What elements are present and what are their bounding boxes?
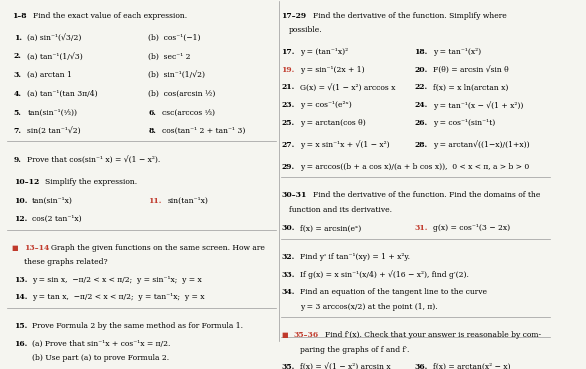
Text: (b)  cos(arcsin ½): (b) cos(arcsin ½) [148, 90, 216, 98]
Text: Simplify the expression.: Simplify the expression. [45, 178, 137, 186]
Text: these graphs related?: these graphs related? [23, 258, 107, 266]
Text: 16.: 16. [13, 340, 27, 348]
Text: y = arccos((b + a cos x)/(a + b cos x)),  0 < x < π, a > b > 0: y = arccos((b + a cos x)/(a + b cos x)),… [299, 163, 529, 171]
Text: 23.: 23. [281, 101, 295, 109]
Text: tan(sin⁻¹(⅓)): tan(sin⁻¹(⅓)) [28, 108, 77, 117]
Text: f(x) = √(1 − x²) arcsin x: f(x) = √(1 − x²) arcsin x [299, 363, 390, 369]
Text: (a) sin⁻¹(√3/2): (a) sin⁻¹(√3/2) [28, 34, 82, 42]
Text: 13–14: 13–14 [23, 244, 49, 252]
Text: 35–36: 35–36 [294, 331, 319, 339]
Text: y = tan⁻¹(x − √(1 + x²)): y = tan⁻¹(x − √(1 + x²)) [432, 101, 523, 110]
Text: Graph the given functions on the same screen. How are: Graph the given functions on the same sc… [52, 244, 265, 252]
Text: 30.: 30. [281, 224, 295, 232]
Text: 3.: 3. [13, 71, 22, 79]
Text: 14.: 14. [13, 293, 27, 301]
Text: Find the derivative of the function. Find the domains of the: Find the derivative of the function. Fin… [314, 192, 541, 200]
Text: y = arctan√((1−x)/(1+x)): y = arctan√((1−x)/(1+x)) [432, 141, 529, 149]
Text: 25.: 25. [281, 119, 294, 127]
Text: Find the exact value of each expression.: Find the exact value of each expression. [33, 11, 187, 20]
Text: 28.: 28. [414, 141, 427, 149]
Text: f(x) = x ln(arctan x): f(x) = x ln(arctan x) [432, 83, 508, 92]
Text: 7.: 7. [13, 127, 22, 135]
Text: y = arctan(cos θ): y = arctan(cos θ) [299, 119, 365, 127]
Text: function and its derivative.: function and its derivative. [289, 206, 392, 214]
Text: 32.: 32. [281, 253, 295, 261]
Text: 11.: 11. [148, 197, 162, 204]
Text: cos(2 tan⁻¹x): cos(2 tan⁻¹x) [32, 215, 81, 223]
Text: sin(2 tan⁻¹√2): sin(2 tan⁻¹√2) [28, 127, 81, 135]
Text: (b)  cos⁻¹(−1): (b) cos⁻¹(−1) [148, 34, 201, 42]
Text: If g(x) = x sin⁻¹(x/4) + √(16 − x²), find g′(2).: If g(x) = x sin⁻¹(x/4) + √(16 − x²), fin… [299, 271, 468, 279]
Text: 30–31: 30–31 [281, 192, 306, 200]
Text: 26.: 26. [414, 119, 427, 127]
Text: 27.: 27. [281, 141, 295, 149]
Text: 12.: 12. [13, 215, 27, 223]
Text: 9.: 9. [13, 156, 22, 164]
Text: 8.: 8. [148, 127, 156, 135]
Text: ■: ■ [281, 331, 288, 339]
Text: (a) tan⁻¹(tan 3π/4): (a) tan⁻¹(tan 3π/4) [28, 90, 98, 98]
Text: 5.: 5. [13, 108, 22, 117]
Text: g(x) = cos⁻¹(3 − 2x): g(x) = cos⁻¹(3 − 2x) [432, 224, 510, 232]
Text: f(x) = arcsin(eˣ): f(x) = arcsin(eˣ) [299, 224, 361, 232]
Text: (a) arctan 1: (a) arctan 1 [28, 71, 72, 79]
Text: paring the graphs of f and f′.: paring the graphs of f and f′. [299, 345, 409, 354]
Text: 10.: 10. [13, 197, 27, 204]
Text: 20.: 20. [414, 66, 428, 74]
Text: possible.: possible. [289, 26, 323, 34]
Text: Prove that cos(sin⁻¹ x) = √(1 − x²).: Prove that cos(sin⁻¹ x) = √(1 − x²). [28, 156, 161, 164]
Text: y = x sin⁻¹x + √(1 − x²): y = x sin⁻¹x + √(1 − x²) [299, 141, 389, 149]
Text: (a) Prove that sin⁻¹x + cos⁻¹x = π/2.: (a) Prove that sin⁻¹x + cos⁻¹x = π/2. [32, 340, 171, 348]
Text: y = sin x,  −π/2 < x < π/2;  y = sin⁻¹x;  y = x: y = sin x, −π/2 < x < π/2; y = sin⁻¹x; y… [32, 276, 202, 284]
Text: y = cos⁻¹(sin⁻¹t): y = cos⁻¹(sin⁻¹t) [432, 119, 495, 127]
Text: y = cos⁻¹(e²ˣ): y = cos⁻¹(e²ˣ) [299, 101, 352, 109]
Text: 24.: 24. [414, 101, 428, 109]
Text: 1.: 1. [13, 34, 22, 42]
Text: ■: ■ [11, 244, 18, 252]
Text: 6.: 6. [148, 108, 156, 117]
Text: Find y' if tan⁻¹(xy) = 1 + x²y.: Find y' if tan⁻¹(xy) = 1 + x²y. [299, 253, 410, 261]
Text: 17.: 17. [281, 48, 295, 56]
Text: 4.: 4. [13, 90, 22, 98]
Text: 31.: 31. [414, 224, 428, 232]
Text: f(x) = arctan(x² − x): f(x) = arctan(x² − x) [432, 363, 510, 369]
Text: 35.: 35. [281, 363, 295, 369]
Text: (b)  sin⁻¹(1/√2): (b) sin⁻¹(1/√2) [148, 71, 205, 79]
Text: Prove Formula 2 by the same method as for Formula 1.: Prove Formula 2 by the same method as fo… [32, 322, 243, 330]
Text: y = tan x,  −π/2 < x < π/2;  y = tan⁻¹x;  y = x: y = tan x, −π/2 < x < π/2; y = tan⁻¹x; y… [32, 293, 205, 301]
Text: (b)  sec⁻¹ 2: (b) sec⁻¹ 2 [148, 52, 191, 61]
Text: y = (tan⁻¹x)²: y = (tan⁻¹x)² [299, 48, 347, 56]
Text: 13.: 13. [13, 276, 27, 284]
Text: 10–12: 10–12 [13, 178, 39, 186]
Text: sin(tan⁻¹x): sin(tan⁻¹x) [168, 197, 209, 204]
Text: csc(arccos ⅓): csc(arccos ⅓) [162, 108, 215, 117]
Text: Find f′(x). Check that your answer is reasonable by com-: Find f′(x). Check that your answer is re… [325, 331, 541, 339]
Text: cos(tan⁻¹ 2 + tan⁻¹ 3): cos(tan⁻¹ 2 + tan⁻¹ 3) [162, 127, 246, 135]
Text: Find the derivative of the function. Simplify where: Find the derivative of the function. Sim… [314, 11, 507, 20]
Text: (b) Use part (a) to prove Formula 2.: (b) Use part (a) to prove Formula 2. [32, 354, 169, 362]
Text: y = 3 arccos(x/2) at the point (1, π).: y = 3 arccos(x/2) at the point (1, π). [299, 303, 437, 311]
Text: F(θ) = arcsin √sin θ: F(θ) = arcsin √sin θ [432, 66, 509, 74]
Text: 18.: 18. [414, 48, 428, 56]
Text: 15.: 15. [13, 322, 27, 330]
Text: 29.: 29. [281, 163, 294, 171]
Text: 2.: 2. [13, 52, 22, 61]
Text: 17–29: 17–29 [281, 11, 306, 20]
Text: 21.: 21. [281, 83, 295, 92]
Text: 22.: 22. [414, 83, 427, 92]
Text: G(x) = √(1 − x²) arccos x: G(x) = √(1 − x²) arccos x [299, 83, 395, 92]
Text: 33.: 33. [281, 271, 295, 279]
Text: 34.: 34. [281, 289, 295, 296]
Text: (a) tan⁻¹(1/√3): (a) tan⁻¹(1/√3) [28, 52, 83, 61]
Text: y = sin⁻¹(2x + 1): y = sin⁻¹(2x + 1) [299, 66, 364, 74]
Text: 1–8: 1–8 [12, 11, 27, 20]
Text: y = tan⁻¹(x²): y = tan⁻¹(x²) [432, 48, 481, 56]
Text: tan(sin⁻¹x): tan(sin⁻¹x) [32, 197, 73, 204]
Text: Find an equation of the tangent line to the curve: Find an equation of the tangent line to … [299, 289, 486, 296]
Text: 19.: 19. [281, 66, 295, 74]
Text: 36.: 36. [414, 363, 428, 369]
